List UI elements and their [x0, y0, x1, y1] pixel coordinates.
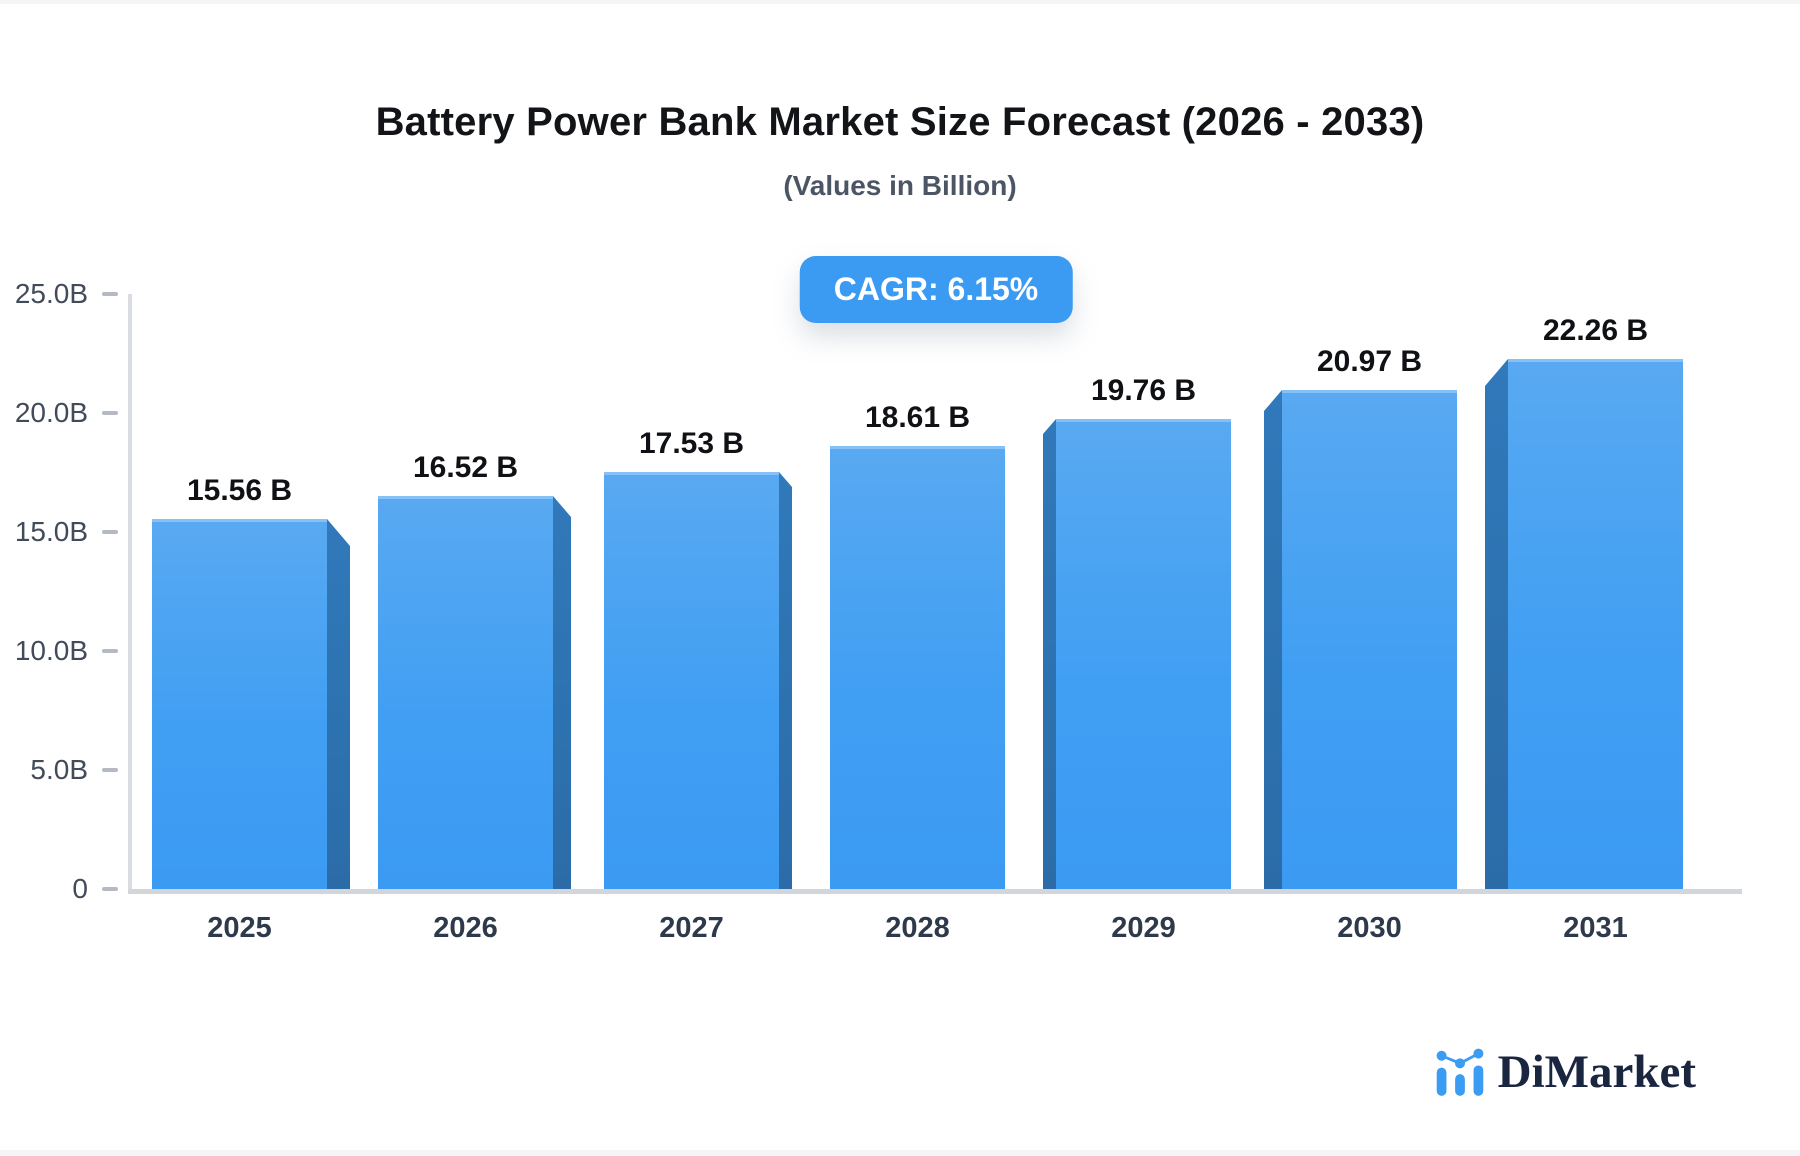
bar-chart-trend-icon — [1434, 1046, 1486, 1098]
y-axis-tick — [102, 530, 118, 534]
bar — [830, 446, 1005, 889]
bar-side-face — [1264, 390, 1282, 889]
chart-title: Battery Power Bank Market Size Forecast … — [375, 100, 1425, 144]
y-axis-label: 15.0B — [14, 516, 88, 547]
chart-subtitle: (Values in Billion) — [783, 170, 1017, 201]
bar — [152, 519, 327, 889]
bar-side-face — [553, 496, 571, 889]
y-axis-tick — [102, 292, 118, 296]
x-axis-label: 2026 — [433, 912, 498, 944]
bar-side-face — [779, 472, 792, 889]
bar-value-label: 22.26 B — [1542, 314, 1649, 347]
brand-name: DiMarket — [1497, 1045, 1696, 1098]
bar — [1056, 419, 1231, 889]
y-axis-line — [128, 294, 132, 894]
bar-side-face — [1485, 359, 1508, 889]
bar-side-face — [327, 519, 350, 889]
cagr-badge: CAGR: 6.15% — [799, 256, 1073, 323]
bar-value-label: 20.97 B — [1316, 345, 1423, 378]
brand-logo: DiMarket — [1434, 1044, 1696, 1100]
bar — [1508, 359, 1683, 889]
bar — [1282, 390, 1457, 889]
bar-side-face — [1043, 419, 1056, 889]
x-axis-label: 2025 — [207, 912, 272, 944]
bar-chart-plot: 0 5.0B 10.0B 15.0B 20.0B 25.0B 15.56 B 2025 16.5… — [0, 4, 1800, 1150]
bar — [378, 496, 553, 889]
y-axis-tick — [102, 411, 118, 415]
y-axis-label: 20.0B — [14, 397, 88, 428]
x-axis-label: 2030 — [1337, 912, 1402, 944]
y-axis-tick — [102, 887, 118, 891]
x-axis-label: 2031 — [1563, 912, 1628, 944]
bar-value-label: 19.76 B — [1090, 374, 1197, 407]
bar-value-label: 17.53 B — [638, 427, 745, 460]
y-axis-label: 5.0B — [30, 754, 88, 785]
bar-value-label: 16.52 B — [412, 451, 519, 484]
bar-value-label: 18.61 B — [864, 401, 971, 434]
y-axis-tick — [102, 768, 118, 772]
bar — [604, 472, 779, 889]
x-axis-label: 2029 — [1111, 912, 1176, 944]
bar-value-label: 15.56 B — [186, 474, 293, 507]
y-axis-label: 25.0B — [14, 278, 88, 309]
x-axis-line — [128, 889, 1742, 894]
y-axis-tick — [102, 649, 118, 653]
y-axis-label: 0 — [72, 873, 88, 904]
x-axis-label: 2028 — [885, 912, 950, 944]
y-axis-label: 10.0B — [14, 635, 88, 666]
x-axis-label: 2027 — [659, 912, 724, 944]
